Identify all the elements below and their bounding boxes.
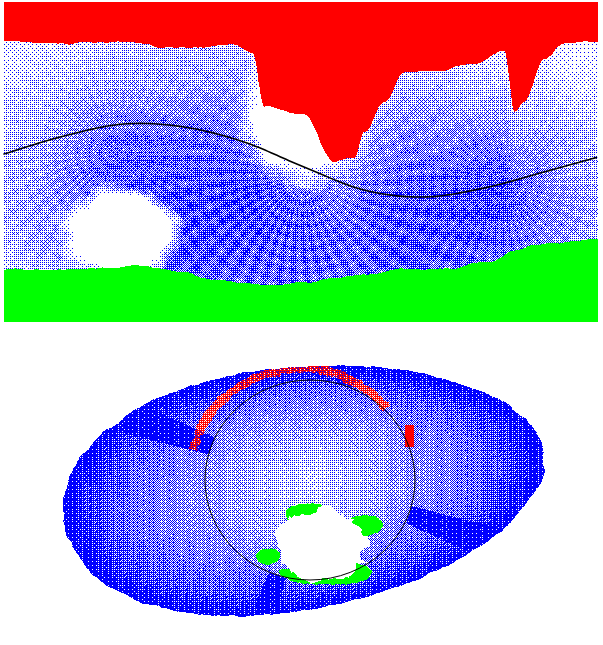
- bottom-panel-ellipsoid-plot: [0, 330, 603, 645]
- bottom-panel-canvas: [0, 330, 603, 645]
- top-panel-canvas: [0, 0, 603, 330]
- top-panel-slice-plot: [0, 0, 603, 330]
